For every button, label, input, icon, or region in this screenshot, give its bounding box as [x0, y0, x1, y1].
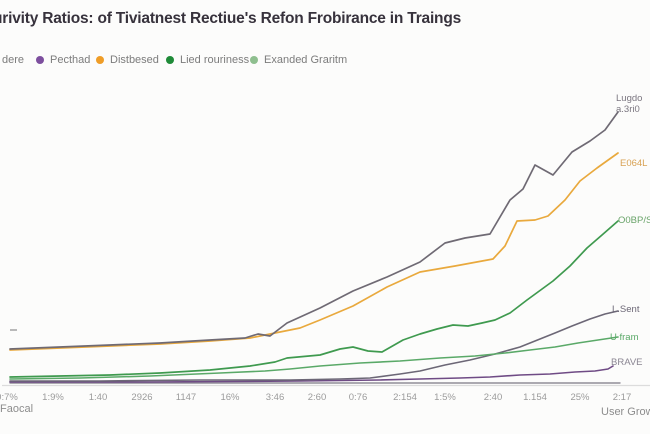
legend-label: Pecthad [50, 54, 91, 66]
x-tick-label-3: 2926 [131, 392, 153, 403]
legend-item-3[interactable]: Lied rouriness [166, 53, 249, 67]
series-line-o0bp-s [9, 220, 619, 378]
x-tick-label-12: 1.154 [523, 392, 547, 403]
x-tick-label-8: 0:76 [348, 392, 368, 403]
legend-item-0[interactable]: dere [2, 53, 24, 67]
x-tick-label-1: 1:9% [42, 392, 64, 403]
series-line-e064l [9, 152, 619, 351]
chart-title: urivity Ratios: of Tiviatnest Rectiue's … [0, 10, 462, 27]
x-tick-label-13: 25% [570, 392, 590, 403]
series-line-brave [9, 365, 614, 383]
legend-dot [250, 56, 258, 64]
legend-label: Distbesed [110, 54, 159, 66]
series-end-label-line: E064L [620, 158, 648, 169]
series-end-label-e064l: E064L [620, 158, 647, 169]
series-end-label-line: BRAVE [611, 357, 643, 368]
series-line-l-sent [9, 310, 619, 382]
legend-item-1[interactable]: Pecthad [36, 53, 90, 67]
x-tick-label-11: 2:40 [483, 392, 503, 403]
legend-label: dere [2, 54, 25, 66]
series-end-label-lugdo-a-3ri0: Lugdo a.3ri0 [616, 93, 642, 115]
chart-legend: dere Pecthad Distbesed Lied rouriness Exande… [0, 53, 650, 69]
series-end-label-line: Lugdo [616, 93, 643, 104]
x-tick-label-4: 1147 [175, 392, 197, 403]
legend-dot [166, 56, 174, 64]
series-end-label-u-fram: U fram [610, 332, 639, 343]
x-tick-label-5: 16% [220, 392, 240, 403]
legend-item-4[interactable]: Exanded Graritm [250, 53, 347, 67]
legend-label: Exanded Graritm [264, 54, 348, 66]
series-end-label-o0bp-s: O0BP/S [618, 215, 650, 226]
legend-label: Lied rouriness [180, 54, 250, 66]
x-tick-label-0: 0:7% [0, 392, 18, 403]
legend-item-2[interactable]: Distbesed [96, 53, 159, 67]
x-axis-label-right: User Growth [601, 406, 650, 418]
series-end-label-brave: BRAVE [611, 357, 643, 368]
series-line-lugdo-a-3ri0 [9, 111, 619, 350]
x-tick-label-7: 2:60 [307, 392, 327, 403]
x-tick-label-2: 1:40 [88, 392, 108, 403]
x-tick-label-9: 2:154 [393, 392, 417, 403]
x-tick-label-6: 3:46 [265, 392, 285, 403]
x-tick-label-10: 1:5% [434, 392, 456, 403]
legend-dot [96, 56, 104, 64]
x-axis-label-left: Faocal [0, 403, 34, 415]
series-end-label-line: U fram [610, 332, 639, 343]
series-end-label-line: O0BP/S [618, 215, 650, 226]
series-end-label-l-sent: L.Sent [612, 304, 639, 315]
x-tick-label-14: 2:17 [612, 392, 632, 403]
legend-dot [36, 56, 44, 64]
series-end-label-line: L.Sent [612, 304, 640, 315]
series-end-label-line: a.3ri0 [616, 104, 640, 115]
series-line-u-fram [9, 336, 619, 380]
